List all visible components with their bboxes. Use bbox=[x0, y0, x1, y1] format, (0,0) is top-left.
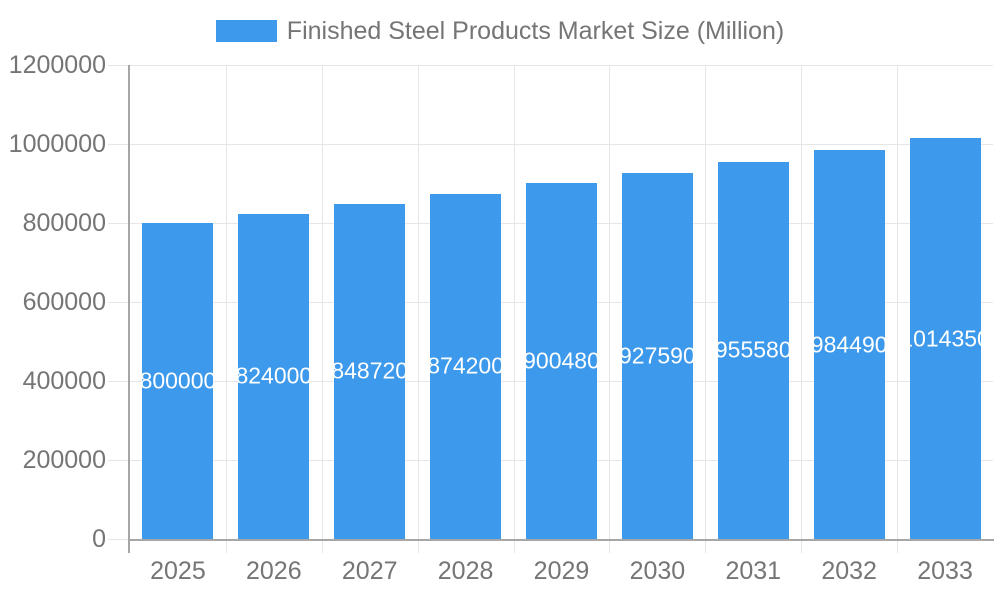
bar-value-label: 874200 bbox=[430, 352, 502, 379]
bar[interactable]: 927590 bbox=[621, 172, 693, 539]
bar-value-label: 800000 bbox=[142, 367, 214, 394]
bar-value-label: 927590 bbox=[621, 342, 693, 369]
bar[interactable]: 984490 bbox=[813, 150, 885, 539]
x-axis-line bbox=[128, 539, 994, 541]
y-gridline bbox=[130, 144, 993, 145]
bar[interactable]: 800000 bbox=[142, 223, 214, 539]
bar[interactable]: 874200 bbox=[430, 193, 502, 539]
y-axis-line bbox=[128, 65, 130, 553]
y-gridline bbox=[130, 65, 993, 66]
x-tick-label: 2029 bbox=[533, 557, 590, 585]
y-tick-label: 200000 bbox=[22, 446, 106, 474]
x-tick-label: 2032 bbox=[821, 557, 877, 585]
x-gridline bbox=[225, 65, 227, 553]
x-tick-label: 2028 bbox=[437, 557, 494, 585]
x-gridline bbox=[897, 65, 899, 553]
y-tick-label: 600000 bbox=[22, 288, 106, 316]
bar-value-label: 955580 bbox=[717, 336, 789, 363]
bar-value-label: 900480 bbox=[526, 347, 597, 374]
y-tick bbox=[108, 144, 130, 145]
bar-value-label: 1014350 bbox=[910, 325, 981, 352]
bar[interactable]: 900480 bbox=[526, 183, 597, 539]
x-tick-label: 2031 bbox=[725, 557, 782, 585]
bar[interactable]: 848720 bbox=[334, 203, 406, 539]
bar[interactable]: 824000 bbox=[238, 213, 310, 539]
legend: Finished Steel Products Market Size (Mil… bbox=[0, 14, 1000, 48]
y-tick bbox=[108, 223, 130, 224]
x-tick-label: 2025 bbox=[150, 557, 206, 585]
x-gridline bbox=[513, 65, 515, 553]
y-tick-label: 400000 bbox=[22, 367, 106, 395]
x-gridline bbox=[417, 65, 419, 553]
y-tick bbox=[108, 302, 130, 303]
y-tick bbox=[108, 381, 130, 382]
y-tick-label: 1200000 bbox=[8, 51, 106, 79]
bar-value-label: 848720 bbox=[334, 357, 406, 384]
y-tick bbox=[108, 460, 130, 461]
x-tick-label: 2033 bbox=[917, 557, 973, 585]
y-tick bbox=[108, 539, 130, 540]
x-tick-label: 2030 bbox=[629, 557, 686, 585]
x-gridline bbox=[321, 65, 323, 553]
y-tick-label: 800000 bbox=[22, 209, 106, 237]
x-tick-label: 2026 bbox=[246, 557, 302, 585]
bar-value-label: 824000 bbox=[238, 362, 310, 389]
bar[interactable]: 1014350 bbox=[909, 138, 981, 539]
y-tick-label: 0 bbox=[92, 525, 106, 553]
bar[interactable]: 955580 bbox=[717, 161, 789, 539]
legend-swatch bbox=[215, 20, 277, 42]
x-tick-label: 2027 bbox=[341, 557, 398, 585]
y-tick bbox=[108, 65, 130, 66]
x-gridline bbox=[609, 65, 611, 553]
x-gridline bbox=[705, 65, 707, 553]
x-gridline bbox=[801, 65, 803, 553]
bar-value-label: 984490 bbox=[813, 331, 885, 358]
y-tick-label: 1000000 bbox=[8, 130, 106, 158]
legend-label: Finished Steel Products Market Size (Mil… bbox=[286, 16, 785, 45]
